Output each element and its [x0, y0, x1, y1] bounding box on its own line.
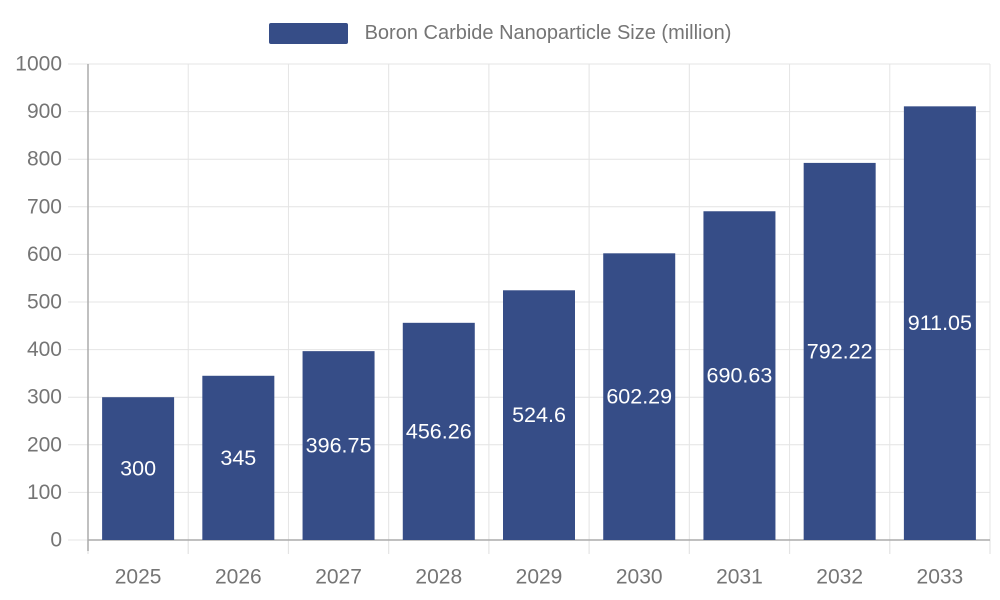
y-axis-tick-label: 0	[50, 529, 62, 552]
y-axis-tick-label: 500	[27, 291, 62, 314]
x-axis-tick-label: 2033	[917, 566, 964, 589]
bar-value-label: 602.29	[606, 385, 672, 409]
y-axis-tick-label: 100	[27, 481, 62, 504]
bar-value-label: 456.26	[406, 419, 472, 443]
bar-2032[interactable]	[803, 162, 876, 541]
legend-label: Boron Carbide Nanoparticle Size (million…	[364, 22, 732, 44]
bar-value-label: 690.63	[707, 364, 773, 388]
x-axis-tick-label: 2032	[816, 566, 863, 589]
x-axis-tick-label: 2027	[315, 566, 362, 589]
bar-2027[interactable]	[302, 351, 375, 540]
x-axis-tick-label: 2025	[115, 566, 162, 589]
bar-value-label: 911.05	[908, 311, 972, 335]
bar-value-label: 792.22	[807, 339, 873, 363]
bar-2025[interactable]	[102, 397, 175, 540]
bar-value-label: 300	[120, 457, 156, 481]
x-axis-tick-label: 2028	[415, 566, 462, 589]
y-axis-tick-label: 600	[27, 243, 62, 266]
x-axis-tick-label: 2031	[716, 566, 763, 589]
bar-value-label: 345	[220, 446, 256, 470]
x-axis-tick-label: 2029	[516, 566, 563, 589]
bar-2030[interactable]	[603, 253, 676, 540]
y-axis-tick-label: 700	[27, 195, 62, 218]
bar-2031[interactable]	[703, 211, 776, 540]
bar-value-label: 396.75	[306, 434, 372, 458]
x-axis-tick-label: 2026	[215, 566, 262, 589]
y-axis-tick-label: 800	[27, 148, 62, 171]
bar-value-label: 524.6	[512, 403, 566, 427]
y-axis-tick-label: 200	[27, 433, 62, 456]
y-axis-tick-label: 300	[27, 386, 62, 409]
y-axis-tick-label: 400	[27, 338, 62, 361]
legend-swatch	[268, 22, 348, 44]
x-axis-tick-label: 2030	[616, 566, 663, 589]
y-axis-tick-label: 1000	[15, 53, 62, 76]
bar-2033[interactable]	[903, 106, 976, 540]
bar-2026[interactable]	[202, 375, 275, 540]
legend-item[interactable]: Boron Carbide Nanoparticle Size (million…	[0, 21, 1000, 45]
bar-2029[interactable]	[503, 290, 575, 540]
bar-2028[interactable]	[402, 322, 475, 540]
y-axis-tick-label: 900	[27, 100, 62, 123]
